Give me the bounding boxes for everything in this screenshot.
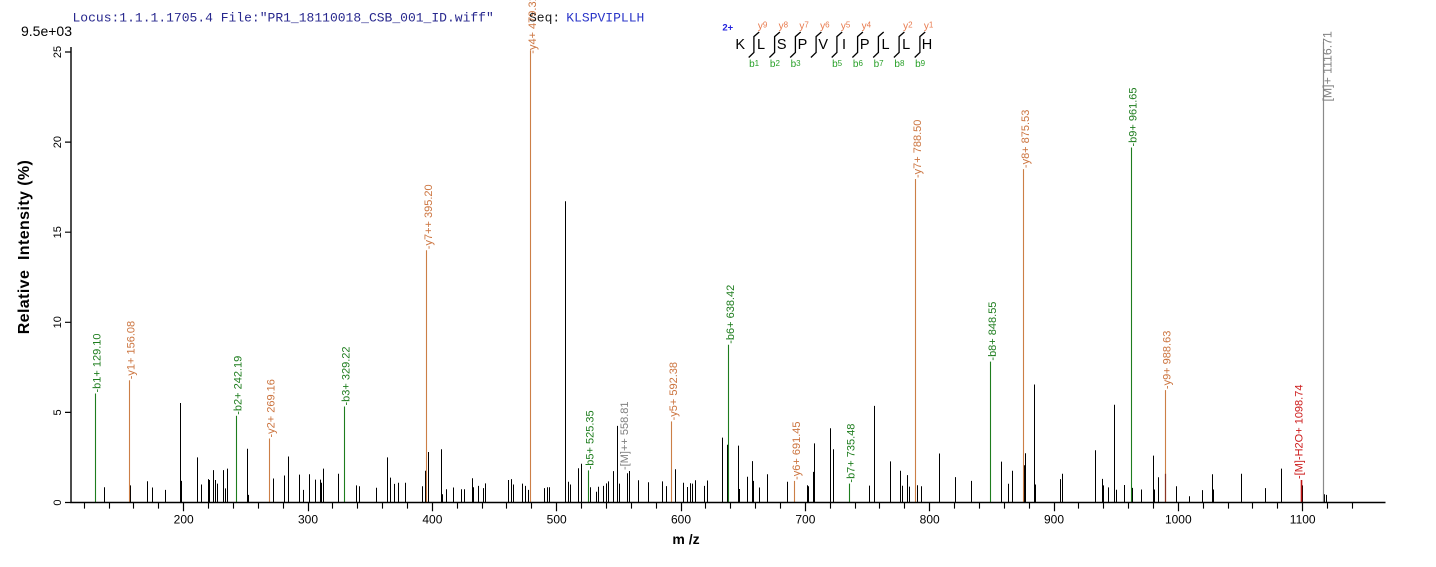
svg-text:KLSPVIPLLH: KLSPVIPLLH bbox=[735, 37, 932, 53]
svg-text:-y4+ 479.31: -y4+ 479.31 bbox=[527, 0, 539, 54]
svg-text:-b2+ 242.19: -b2+ 242.19 bbox=[233, 356, 245, 415]
svg-text:-y7++ 395.20: -y7++ 395.20 bbox=[423, 184, 435, 249]
svg-text:-y8+ 875.53: -y8+ 875.53 bbox=[1020, 110, 1032, 168]
svg-text:400: 400 bbox=[422, 513, 442, 527]
svg-text:b1: b1 bbox=[749, 59, 760, 70]
svg-text:-y2+ 269.16: -y2+ 269.16 bbox=[266, 379, 278, 437]
svg-text:b8: b8 bbox=[894, 59, 905, 70]
svg-text:b2: b2 bbox=[770, 59, 781, 70]
svg-text:9.5e+03: 9.5e+03 bbox=[21, 23, 72, 39]
svg-text:m /z: m /z bbox=[672, 531, 699, 547]
svg-text:-b6+ 638.42: -b6+ 638.42 bbox=[725, 285, 737, 344]
svg-text:500: 500 bbox=[547, 513, 567, 527]
svg-text:b3: b3 bbox=[791, 59, 802, 70]
svg-text:900: 900 bbox=[1044, 513, 1064, 527]
svg-text:25: 25 bbox=[52, 46, 64, 58]
svg-text:1100: 1100 bbox=[1290, 513, 1316, 527]
svg-text:b9: b9 bbox=[915, 59, 926, 70]
svg-text:Seq:: Seq: bbox=[529, 11, 560, 26]
svg-text:5: 5 bbox=[52, 409, 64, 415]
svg-text:-y1+ 156.08: -y1+ 156.08 bbox=[125, 321, 137, 379]
svg-text:-b5+ 525.35: -b5+ 525.35 bbox=[585, 410, 597, 469]
svg-text:b6: b6 bbox=[853, 59, 864, 70]
svg-text:y2: y2 bbox=[903, 20, 913, 32]
svg-text:b5: b5 bbox=[832, 59, 843, 70]
svg-text:y6: y6 bbox=[820, 20, 830, 32]
svg-text:700: 700 bbox=[795, 513, 815, 527]
svg-text:300: 300 bbox=[298, 513, 318, 527]
svg-text:-b1+ 129.10: -b1+ 129.10 bbox=[91, 333, 103, 392]
svg-text:-y6+ 691.45: -y6+ 691.45 bbox=[791, 421, 803, 479]
svg-text:y9: y9 bbox=[758, 20, 768, 32]
svg-text:0: 0 bbox=[52, 499, 64, 505]
svg-text:800: 800 bbox=[920, 513, 940, 527]
svg-text:KLSPVIPLLH: KLSPVIPLLH bbox=[566, 11, 644, 26]
svg-text:-b3+ 329.22: -b3+ 329.22 bbox=[341, 346, 353, 405]
svg-text:2+: 2+ bbox=[722, 22, 733, 33]
svg-text:y5: y5 bbox=[841, 20, 851, 32]
svg-text:15: 15 bbox=[52, 226, 64, 238]
svg-text:y4: y4 bbox=[862, 20, 872, 32]
svg-text:-b9+ 961.65: -b9+ 961.65 bbox=[1127, 87, 1139, 146]
svg-text:y7: y7 bbox=[799, 20, 809, 32]
svg-text:-b7+ 735.48: -b7+ 735.48 bbox=[846, 424, 858, 483]
svg-text:1000: 1000 bbox=[1165, 513, 1192, 527]
svg-text:-b8+ 848.55: -b8+ 848.55 bbox=[987, 302, 999, 361]
svg-text:-y9+ 988.63: -y9+ 988.63 bbox=[1161, 331, 1173, 389]
svg-text:-y5+ 592.38: -y5+ 592.38 bbox=[668, 362, 680, 420]
svg-text:-[M]-H2O+ 1098.74: -[M]-H2O+ 1098.74 bbox=[1294, 385, 1306, 479]
svg-text:y8: y8 bbox=[779, 20, 789, 32]
svg-text:-[M]++ 558.81: -[M]++ 558.81 bbox=[619, 402, 631, 471]
svg-text:[M]+ 1116.71: [M]+ 1116.71 bbox=[1321, 31, 1335, 101]
svg-text:Locus:1.1.1.1705.4 File:"PR1_1: Locus:1.1.1.1705.4 File:"PR1_18110018_CS… bbox=[73, 11, 494, 26]
svg-text:200: 200 bbox=[174, 513, 194, 527]
svg-text:10: 10 bbox=[52, 316, 64, 328]
svg-text:y1: y1 bbox=[924, 20, 934, 32]
svg-text:600: 600 bbox=[671, 513, 691, 527]
svg-text:b7: b7 bbox=[874, 59, 885, 70]
svg-text:-y7+ 788.50: -y7+ 788.50 bbox=[912, 120, 924, 178]
svg-text:Relative Intensity (%): Relative Intensity (%) bbox=[16, 160, 33, 335]
svg-text:20: 20 bbox=[52, 136, 64, 148]
